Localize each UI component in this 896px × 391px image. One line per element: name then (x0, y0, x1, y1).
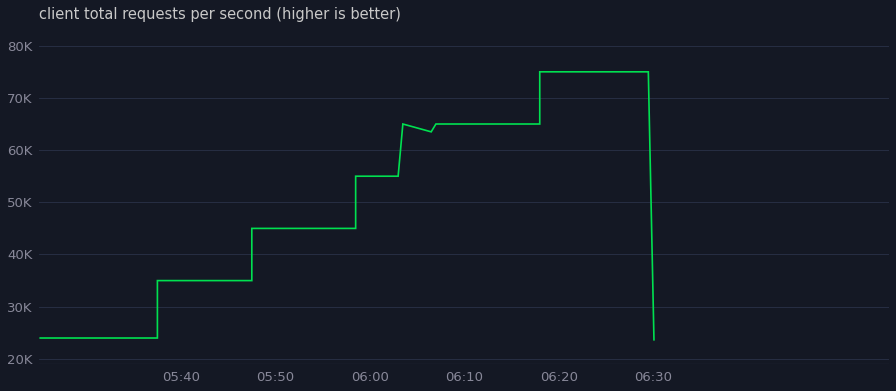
Text: client total requests per second (higher is better): client total requests per second (higher… (39, 7, 401, 22)
